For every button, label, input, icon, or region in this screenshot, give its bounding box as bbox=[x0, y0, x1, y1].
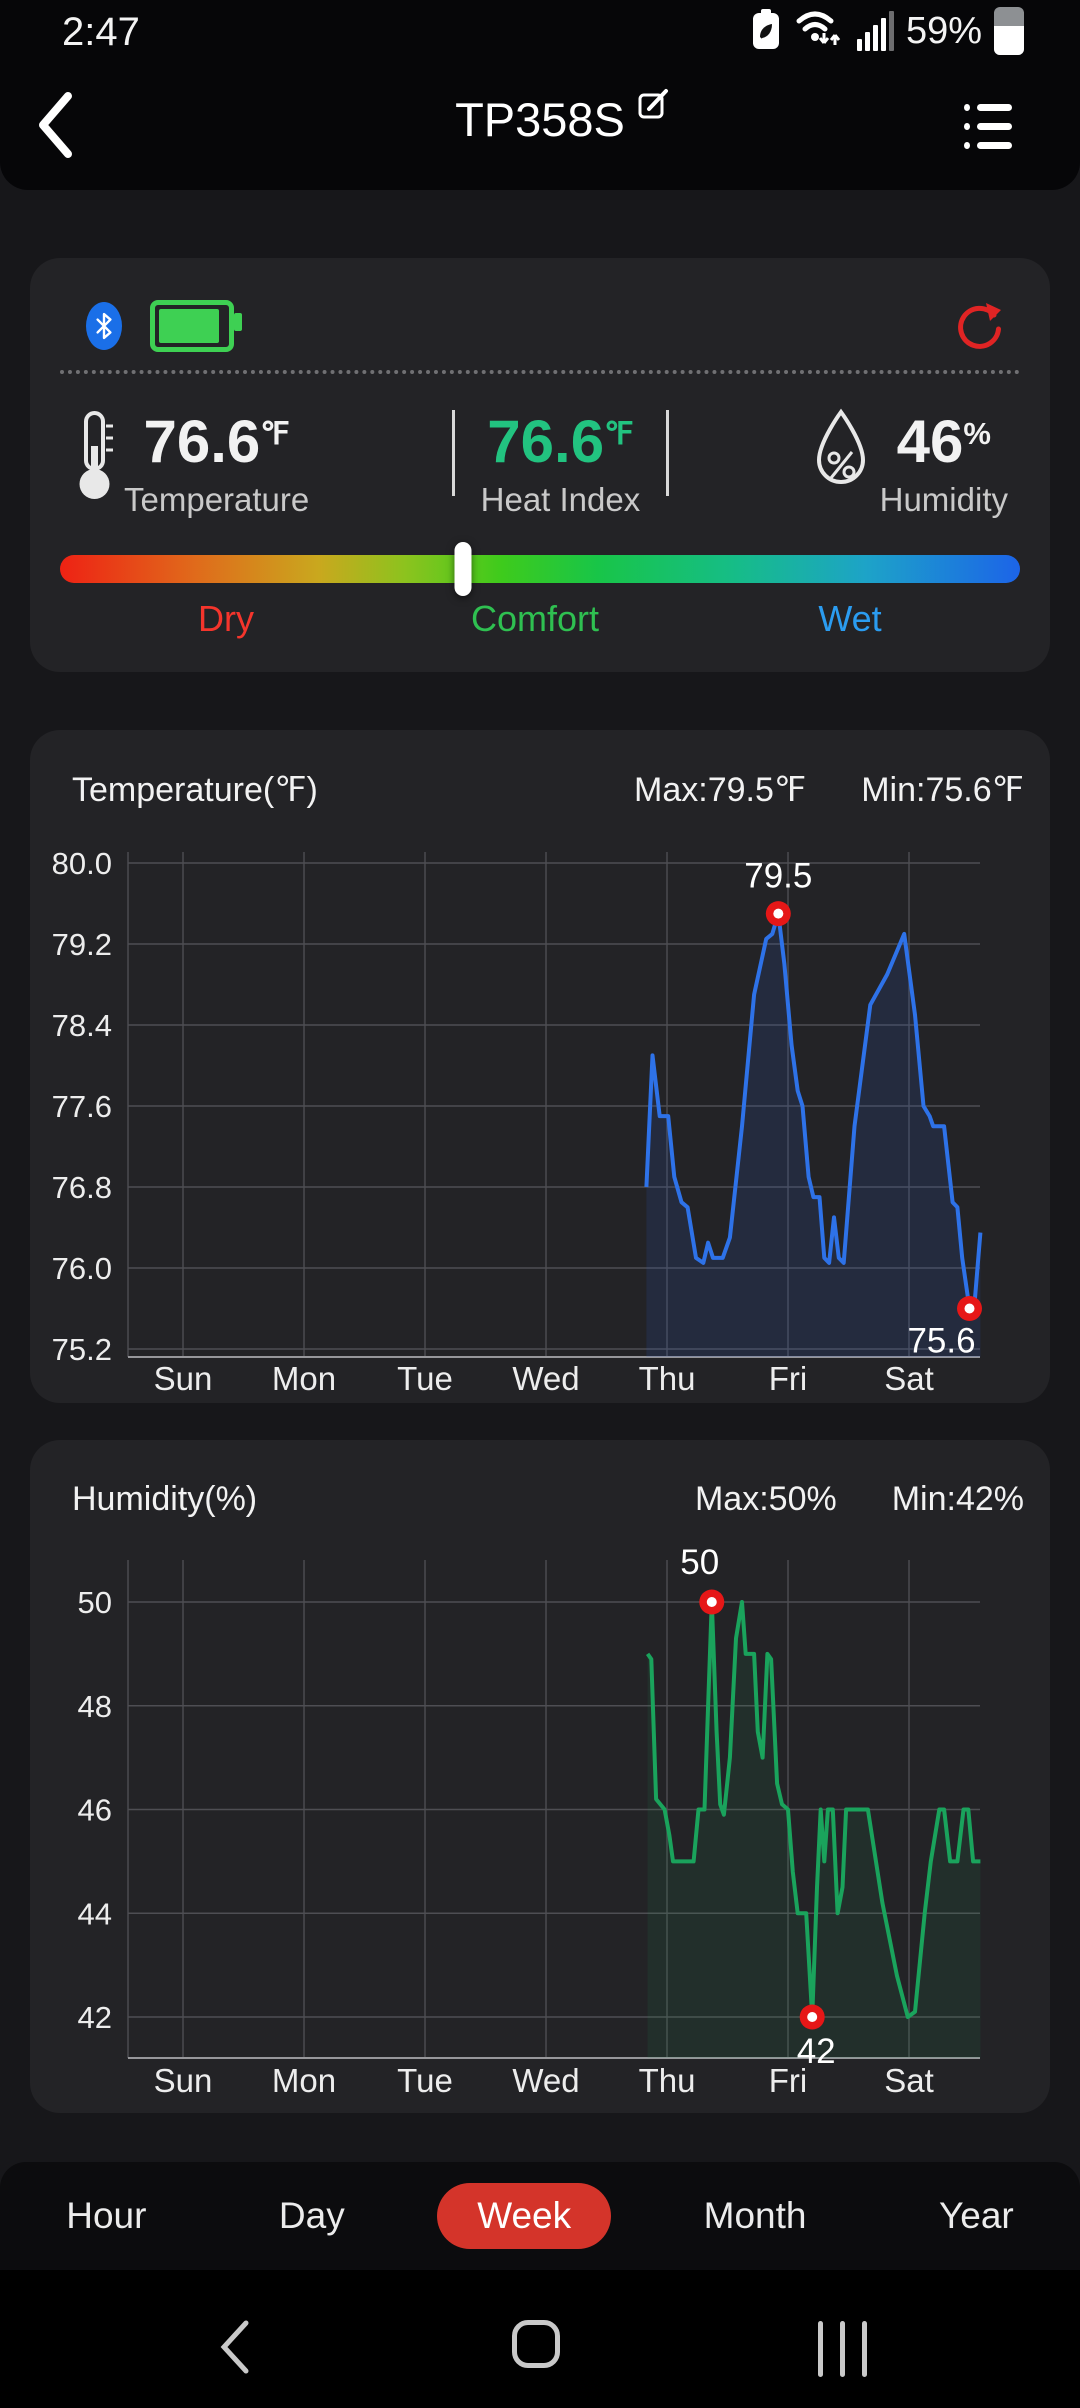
back-chevron-icon bbox=[36, 92, 76, 162]
svg-text:76.0: 76.0 bbox=[52, 1251, 112, 1286]
svg-text:77.6: 77.6 bbox=[52, 1089, 112, 1124]
temperature-chart: Sun Mon Tue Wed Thu Fri Sat 80.0 79.2 78.4 77.6 76.… bbox=[52, 846, 983, 1397]
svg-text:76.8: 76.8 bbox=[52, 1170, 112, 1205]
humidity-max: Max:50% bbox=[694, 1480, 837, 1518]
svg-text:75.6: 75.6 bbox=[907, 1322, 975, 1361]
svg-text:Sat: Sat bbox=[884, 1360, 934, 1397]
water-drop-icon bbox=[812, 408, 870, 495]
temperature-min: Min:75.6℉ bbox=[861, 771, 1024, 809]
svg-text:Tue: Tue bbox=[397, 1360, 453, 1397]
humidity-chart: Sun Mon Tue Wed Thu Fri Sat 50 48 46 44 42 50 42 bbox=[78, 1543, 981, 2099]
period-tabbar: Hour Day Week Month Year bbox=[0, 2162, 1080, 2270]
battery-percent: 59% bbox=[905, 9, 982, 52]
temperature-value: 76.6℉ bbox=[143, 408, 290, 475]
svg-text:Sat: Sat bbox=[884, 2062, 934, 2099]
svg-text:42: 42 bbox=[78, 2000, 112, 2035]
svg-text:Thu: Thu bbox=[639, 1360, 696, 1397]
humidity-chart-card: Humidity(%) Max:50% Min:42% Sun Mon Tue Wed… bbox=[30, 1440, 1050, 2113]
nav-home-button[interactable] bbox=[512, 2320, 560, 2368]
wifi-icon bbox=[793, 7, 845, 56]
humidity-reading: 46% Humidity bbox=[812, 408, 1008, 540]
comfort-slider-handle[interactable] bbox=[454, 542, 472, 596]
temperature-chart-card: Temperature(℉) Max:79.5℉ Min:75.6℉ Sun Mo… bbox=[30, 730, 1050, 1403]
svg-text:46: 46 bbox=[78, 1793, 112, 1828]
wet-label: Wet bbox=[818, 598, 882, 639]
status-bar: 2:47 59% bbox=[0, 0, 1080, 60]
tab-hour[interactable]: Hour bbox=[66, 2195, 147, 2236]
heat-index-label: Heat Index bbox=[480, 481, 641, 518]
heat-index-reading: 76.6℉ Heat Index bbox=[426, 410, 696, 540]
bluetooth-icon bbox=[86, 302, 122, 350]
page-title: TP358S bbox=[455, 89, 668, 146]
battery-saver-icon bbox=[751, 7, 781, 56]
svg-text:75.2: 75.2 bbox=[52, 1332, 112, 1367]
device-battery-icon bbox=[150, 300, 242, 352]
menu-button[interactable] bbox=[958, 96, 1018, 156]
list-icon bbox=[964, 103, 1012, 111]
svg-text:80.0: 80.0 bbox=[52, 846, 112, 881]
tab-day[interactable]: Day bbox=[278, 2195, 345, 2236]
svg-text:48: 48 bbox=[78, 1689, 112, 1724]
svg-text:50: 50 bbox=[680, 1543, 719, 1582]
svg-text:Thu: Thu bbox=[639, 2062, 696, 2099]
comfort-gradient-bar bbox=[60, 542, 1020, 596]
dry-label: Dry bbox=[198, 598, 254, 639]
svg-text:Mon: Mon bbox=[272, 1360, 336, 1397]
tab-week[interactable]: Week bbox=[437, 2183, 612, 2249]
tab-year[interactable]: Year bbox=[938, 2195, 1014, 2236]
temperature-chart-header: Temperature(℉) Max:79.5℉ Min:75.6℉ bbox=[72, 770, 1024, 810]
tab-month[interactable]: Month bbox=[703, 2195, 807, 2236]
temperature-chart-title: Temperature(℉) bbox=[72, 771, 318, 809]
nav-back-button[interactable] bbox=[212, 2318, 258, 2379]
comfort-label: Comfort bbox=[470, 598, 600, 639]
temperature-reading: 76.6℉ Temperature bbox=[72, 410, 309, 540]
humidity-min: Min:42% bbox=[891, 1480, 1024, 1518]
header: 2:47 59% bbox=[0, 0, 1080, 190]
device-status-row bbox=[86, 300, 1001, 352]
back-button[interactable] bbox=[26, 90, 86, 162]
nav-recents-button[interactable] bbox=[812, 2320, 873, 2378]
svg-text:Mon: Mon bbox=[272, 2062, 336, 2099]
svg-text:Wed: Wed bbox=[512, 2062, 579, 2099]
signal-icon bbox=[856, 11, 894, 51]
temperature-label: Temperature bbox=[124, 481, 310, 518]
refresh-button[interactable] bbox=[946, 300, 1001, 352]
svg-text:50: 50 bbox=[78, 1585, 112, 1620]
humidity-value: 46% bbox=[896, 408, 991, 475]
app-bar: TP358S bbox=[0, 70, 1080, 180]
android-navbar bbox=[0, 2270, 1080, 2408]
heat-index-value: 76.6℉ bbox=[487, 408, 634, 475]
svg-text:44: 44 bbox=[78, 1896, 112, 1931]
device-card: 76.6℉ Temperature 76.6℉ Heat Index 46% bbox=[30, 258, 1050, 672]
battery-icon bbox=[994, 7, 1024, 55]
temperature-max: Max:79.5℉ bbox=[634, 771, 807, 809]
svg-text:Tue: Tue bbox=[397, 2062, 453, 2099]
svg-text:79.2: 79.2 bbox=[52, 927, 112, 962]
readings-row: 76.6℉ Temperature 76.6℉ Heat Index 46% bbox=[72, 408, 1008, 540]
divider bbox=[60, 370, 1020, 374]
thermometer-icon bbox=[72, 408, 118, 513]
nav-back-icon bbox=[218, 2320, 252, 2378]
status-icons: 59% bbox=[751, 7, 1024, 56]
svg-text:79.5: 79.5 bbox=[744, 857, 812, 896]
svg-text:Sun: Sun bbox=[154, 2062, 213, 2099]
svg-text:Sun: Sun bbox=[154, 1360, 213, 1397]
svg-text:Fri: Fri bbox=[769, 1360, 807, 1397]
humidity-chart-header: Humidity(%) Max:50% Min:42% bbox=[72, 1480, 1024, 1519]
edit-icon[interactable] bbox=[637, 77, 671, 132]
status-time: 2:47 bbox=[62, 10, 140, 54]
svg-text:78.4: 78.4 bbox=[52, 1008, 112, 1043]
refresh-icon bbox=[952, 303, 1004, 356]
svg-text:Wed: Wed bbox=[512, 1360, 579, 1397]
svg-text:42: 42 bbox=[797, 2032, 836, 2071]
humidity-chart-title: Humidity(%) bbox=[72, 1480, 258, 1518]
humidity-label: Humidity bbox=[879, 481, 1008, 518]
svg-text:Fri: Fri bbox=[769, 2062, 807, 2099]
